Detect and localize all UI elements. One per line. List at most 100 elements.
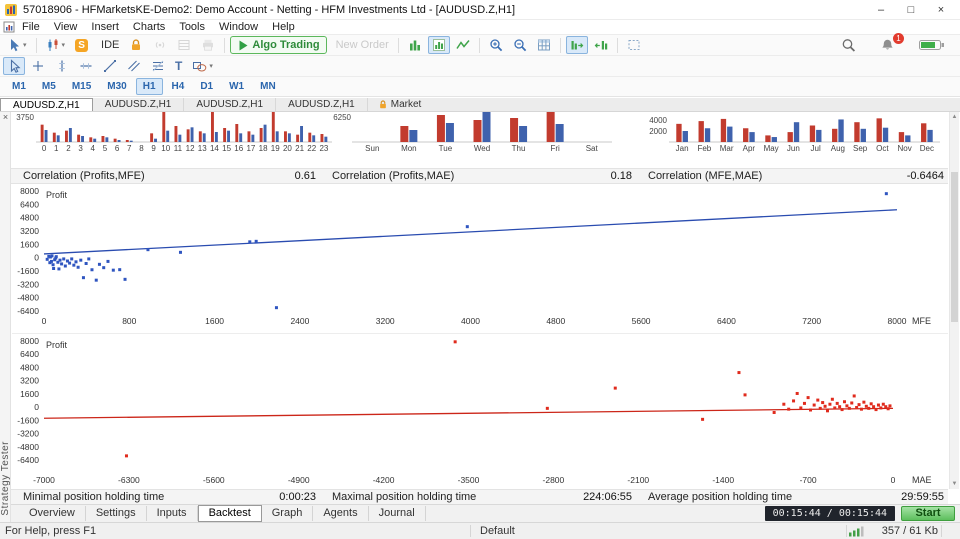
chart-tab[interactable]: AUDUSD.Z,H1 — [92, 98, 185, 111]
timeframe-button[interactable]: MN — [260, 81, 276, 92]
mql5-community-button[interactable]: S — [71, 36, 92, 54]
close-button[interactable]: × — [937, 3, 945, 16]
dropdown-arrow-icon[interactable]: ▾ — [61, 42, 66, 49]
zoom-out-icon — [514, 39, 527, 52]
svg-text:Nov: Nov — [898, 144, 912, 153]
chart-window-button[interactable] — [427, 36, 450, 54]
svg-text:Apr: Apr — [743, 144, 756, 153]
dropdown-arrow-icon[interactable]: ▾ — [23, 42, 27, 49]
zoom-in-icon — [490, 39, 503, 52]
chart-template-dropdown[interactable]: ▾ — [42, 36, 70, 54]
channel-tool[interactable] — [123, 57, 145, 75]
timeframe-button[interactable]: M15 — [71, 81, 92, 92]
svg-text:Jul: Jul — [811, 144, 821, 153]
strategy-tester-panel: 3750 0 1 2 3 4 5 6 7 8 9 10 11 12 13 14 15 16 17 18 19 20 21 22… — [0, 112, 960, 522]
toolbar-right-group: 1 — [836, 33, 960, 54]
tester-tab[interactable]: Backtest — [197, 505, 262, 522]
timeframe-button[interactable]: M1 — [12, 81, 26, 92]
stat-label: Correlation (Profits,MFE) — [23, 170, 145, 182]
tester-tab[interactable]: Overview — [19, 506, 86, 521]
pointer-tool[interactable] — [3, 57, 25, 75]
market-tab-label: Market — [390, 99, 422, 110]
mt5-logo-icon — [5, 3, 17, 16]
chart-tab[interactable]: AUDUSD.Z,H1 — [0, 98, 93, 111]
timeframe-button[interactable]: H4 — [171, 81, 185, 92]
tile-windows-button[interactable] — [404, 36, 426, 54]
horizontal-line-tool[interactable] — [75, 57, 97, 75]
svg-text:3200: 3200 — [376, 316, 395, 326]
menu-item[interactable]: Tools — [179, 21, 205, 33]
close-tester-button[interactable]: × — [2, 112, 9, 122]
scrollbar-thumb[interactable] — [951, 172, 958, 322]
profit-vs-mfe-chart: 800064004800320016000-1600-3200-4800-640… — [17, 186, 931, 326]
dropdown-arrow-icon[interactable]: ▾ — [209, 63, 213, 70]
vertical-line-tool[interactable] — [51, 57, 73, 75]
timeframe-button[interactable]: D1 — [200, 81, 214, 92]
help-text: For Help, press F1 — [5, 525, 97, 537]
line-studies-button[interactable] — [452, 36, 474, 54]
chart-shift-button[interactable] — [590, 36, 612, 54]
algo-trading-button[interactable]: Algo Trading — [230, 36, 327, 54]
menu-item[interactable]: Charts — [132, 21, 166, 33]
svg-text:-2100: -2100 — [627, 475, 649, 485]
chart-tab[interactable]: AUDUSD.Z,H1 — [276, 98, 368, 111]
timeframe-button[interactable]: M5 — [41, 81, 56, 92]
toolbar-separator — [559, 37, 561, 53]
svg-text:8: 8 — [139, 144, 144, 153]
crosshair-tool[interactable] — [27, 57, 49, 75]
text-tool[interactable]: T — [171, 57, 186, 75]
timeframe-button[interactable]: M30 — [107, 81, 127, 92]
minimize-button[interactable]: – — [877, 3, 885, 16]
s-badge-icon: S — [75, 38, 89, 52]
menu-item[interactable]: File — [22, 21, 40, 33]
pointer-icon — [10, 59, 21, 73]
menu-item[interactable]: Help — [272, 21, 295, 33]
fibonacci-tool[interactable] — [147, 57, 169, 75]
shapes-tool[interactable]: ▾ — [188, 57, 217, 75]
tester-tab[interactable]: Graph — [262, 506, 314, 521]
auto-scroll-button[interactable] — [565, 36, 588, 54]
zoom-in-button[interactable] — [485, 36, 507, 54]
profile-indicator[interactable]: Default — [480, 525, 515, 537]
tester-tab[interactable]: Agents — [313, 506, 369, 521]
profit-vs-mae-chart: 8000 6400 4800 3200 1600 0 -1600 -3200 -4800 -640… — [12, 333, 948, 485]
scroll-down-arrow-icon[interactable]: ▼ — [951, 481, 958, 487]
trendline-tool[interactable] — [99, 57, 121, 75]
zoom-out-button[interactable] — [509, 36, 531, 54]
dom-icon — [178, 40, 190, 50]
timeframe-button[interactable]: H1 — [135, 78, 163, 95]
svg-text:7200: 7200 — [802, 316, 821, 326]
start-button[interactable]: Start — [901, 506, 955, 521]
notifications-button[interactable]: 1 — [876, 33, 904, 54]
zigzag-icon — [456, 40, 470, 49]
fibo-icon — [152, 60, 164, 72]
svg-text:-7000: -7000 — [33, 475, 55, 485]
tester-tab[interactable]: Inputs — [147, 506, 198, 521]
tester-tab[interactable]: Journal — [369, 506, 426, 521]
svg-text:-4800: -4800 — [17, 442, 39, 452]
ide-button[interactable]: IDE — [94, 36, 123, 54]
search-button[interactable] — [837, 36, 860, 54]
tester-tab-bar: Overview Settings Inputs Backtest Graph Agent… — [11, 504, 960, 522]
maximize-button[interactable]: □ — [907, 3, 915, 16]
menu-item[interactable]: View — [53, 21, 78, 33]
svg-text:-1600: -1600 — [17, 266, 39, 276]
scroll-up-arrow-icon[interactable]: ▲ — [951, 114, 958, 120]
tester-tab[interactable]: Settings — [86, 506, 147, 521]
grid-button[interactable] — [533, 36, 555, 54]
chart-tab[interactable]: AUDUSD.Z,H1 — [184, 98, 277, 111]
market-tab[interactable]: Market — [368, 98, 432, 111]
timeframe-button[interactable]: W1 — [229, 81, 245, 92]
menu-item[interactable]: Insert — [91, 21, 119, 33]
data-window-button[interactable] — [623, 36, 645, 54]
report-scrollbar[interactable]: ▲ ▼ — [949, 112, 959, 489]
toolbar-separator — [616, 37, 618, 53]
menu-item[interactable]: Window — [219, 21, 259, 33]
svg-text:14: 14 — [210, 144, 219, 153]
hline-icon — [80, 63, 92, 69]
lock-button[interactable] — [125, 36, 147, 54]
cursor-icon — [11, 39, 19, 52]
svg-text:-6300: -6300 — [118, 475, 140, 485]
crosshair-cursor-tool[interactable]: ▾ — [3, 36, 31, 54]
